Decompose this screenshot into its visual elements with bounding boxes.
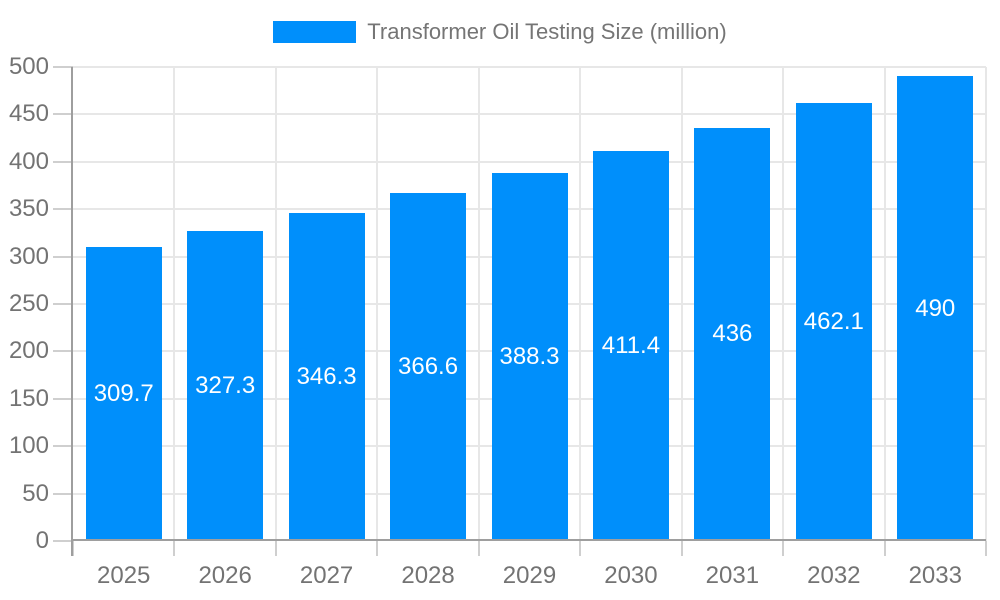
x-tick-label: 2033 (908, 562, 962, 589)
gridline-vertical (477, 67, 480, 541)
x-axis-tick (274, 541, 277, 556)
bar-value-label: 388.3 (499, 342, 560, 370)
gridline-vertical (680, 67, 683, 541)
gridline-horizontal (73, 113, 986, 116)
y-axis-tick (53, 66, 73, 68)
x-axis-line (71, 539, 986, 541)
x-tick-label: 2028 (401, 562, 455, 589)
bar-value-label: 346.3 (296, 362, 357, 390)
x-tick-label: 2032 (807, 562, 861, 589)
y-axis-tick (53, 113, 73, 116)
y-axis-tick (53, 255, 73, 258)
bar[interactable]: 366.6 (390, 193, 467, 541)
y-tick-label: 0 (35, 527, 49, 554)
legend-item[interactable]: Transformer Oil Testing Size (million) (273, 19, 727, 45)
y-tick-label: 50 (22, 479, 49, 507)
legend-label: Transformer Oil Testing Size (million) (367, 19, 727, 44)
x-axis-tick (72, 541, 74, 556)
y-tick-label: 300 (8, 242, 49, 270)
bar[interactable]: 309.7 (85, 247, 162, 541)
y-tick-label: 200 (8, 337, 49, 365)
y-axis-tick (53, 208, 73, 211)
bar[interactable]: 411.4 (592, 151, 669, 541)
y-tick-label: 100 (8, 432, 49, 460)
legend: Transformer Oil Testing Size (million) (0, 19, 1000, 45)
y-axis-tick (53, 397, 73, 400)
bar[interactable]: 388.3 (491, 172, 568, 541)
gridline-horizontal (73, 66, 986, 68)
y-axis-tick (53, 492, 73, 495)
x-axis-tick (782, 541, 785, 556)
y-axis-tick (53, 160, 73, 163)
y-axis-tick (53, 303, 73, 305)
gridline-vertical (173, 67, 176, 541)
x-tick-label: 2027 (299, 562, 354, 589)
x-axis-tick (883, 541, 886, 556)
y-tick-label: 500 (8, 53, 49, 80)
y-tick-label: 400 (8, 147, 49, 175)
bar-value-label: 436 (712, 320, 753, 348)
x-tick-label: 2025 (97, 562, 151, 589)
x-tick-label: 2031 (705, 562, 760, 589)
bar-value-label: 490 (915, 294, 956, 322)
y-tick-label: 150 (8, 384, 49, 412)
bar-value-label: 327.3 (195, 371, 256, 399)
y-axis-tick (53, 350, 73, 353)
bar-value-label: 462.1 (803, 307, 864, 335)
bar[interactable]: 327.3 (187, 230, 264, 541)
y-axis-line (71, 67, 73, 556)
y-tick-label: 250 (8, 290, 49, 317)
y-tick-label: 450 (8, 100, 49, 128)
x-axis-tick (579, 541, 582, 556)
y-axis: 0 50 100 150 200 250 300 350 400 450 500 (0, 53, 49, 554)
bar-value-label: 366.6 (398, 353, 459, 381)
y-axis-tick (53, 540, 73, 542)
gridline-vertical (376, 67, 379, 541)
gridline-vertical (782, 67, 785, 541)
x-axis: 2025 2026 2027 2028 2029 2030 2031 2032 2033 (73, 560, 986, 590)
x-axis-tick (680, 541, 683, 556)
x-axis-tick (477, 541, 480, 556)
x-tick-label: 2029 (502, 562, 557, 589)
y-axis-tick (53, 445, 73, 448)
gridline-vertical (883, 67, 886, 541)
plot-area: 309.7 327.3 346.3 366.6 388.3 411.4 436 462.1 49… (53, 66, 987, 556)
bar[interactable]: 490 (897, 76, 974, 541)
y-tick-label: 350 (8, 195, 49, 223)
bar[interactable]: 436 (694, 127, 771, 541)
x-axis-tick (985, 541, 987, 556)
gridline-horizontal (73, 160, 986, 163)
gridline-vertical (985, 67, 987, 541)
legend-swatch-icon (273, 21, 357, 43)
bar-value-label: 411.4 (601, 332, 661, 359)
bar-value-label: 309.7 (93, 380, 154, 408)
gridline-vertical (579, 67, 582, 541)
gridline-vertical (274, 67, 277, 541)
x-tick-label: 2026 (198, 562, 252, 589)
x-tick-label: 2030 (604, 562, 658, 589)
bar[interactable]: 346.3 (288, 212, 365, 541)
x-axis-tick (376, 541, 379, 556)
x-axis-tick (173, 541, 176, 556)
bar[interactable]: 462.1 (795, 102, 872, 541)
